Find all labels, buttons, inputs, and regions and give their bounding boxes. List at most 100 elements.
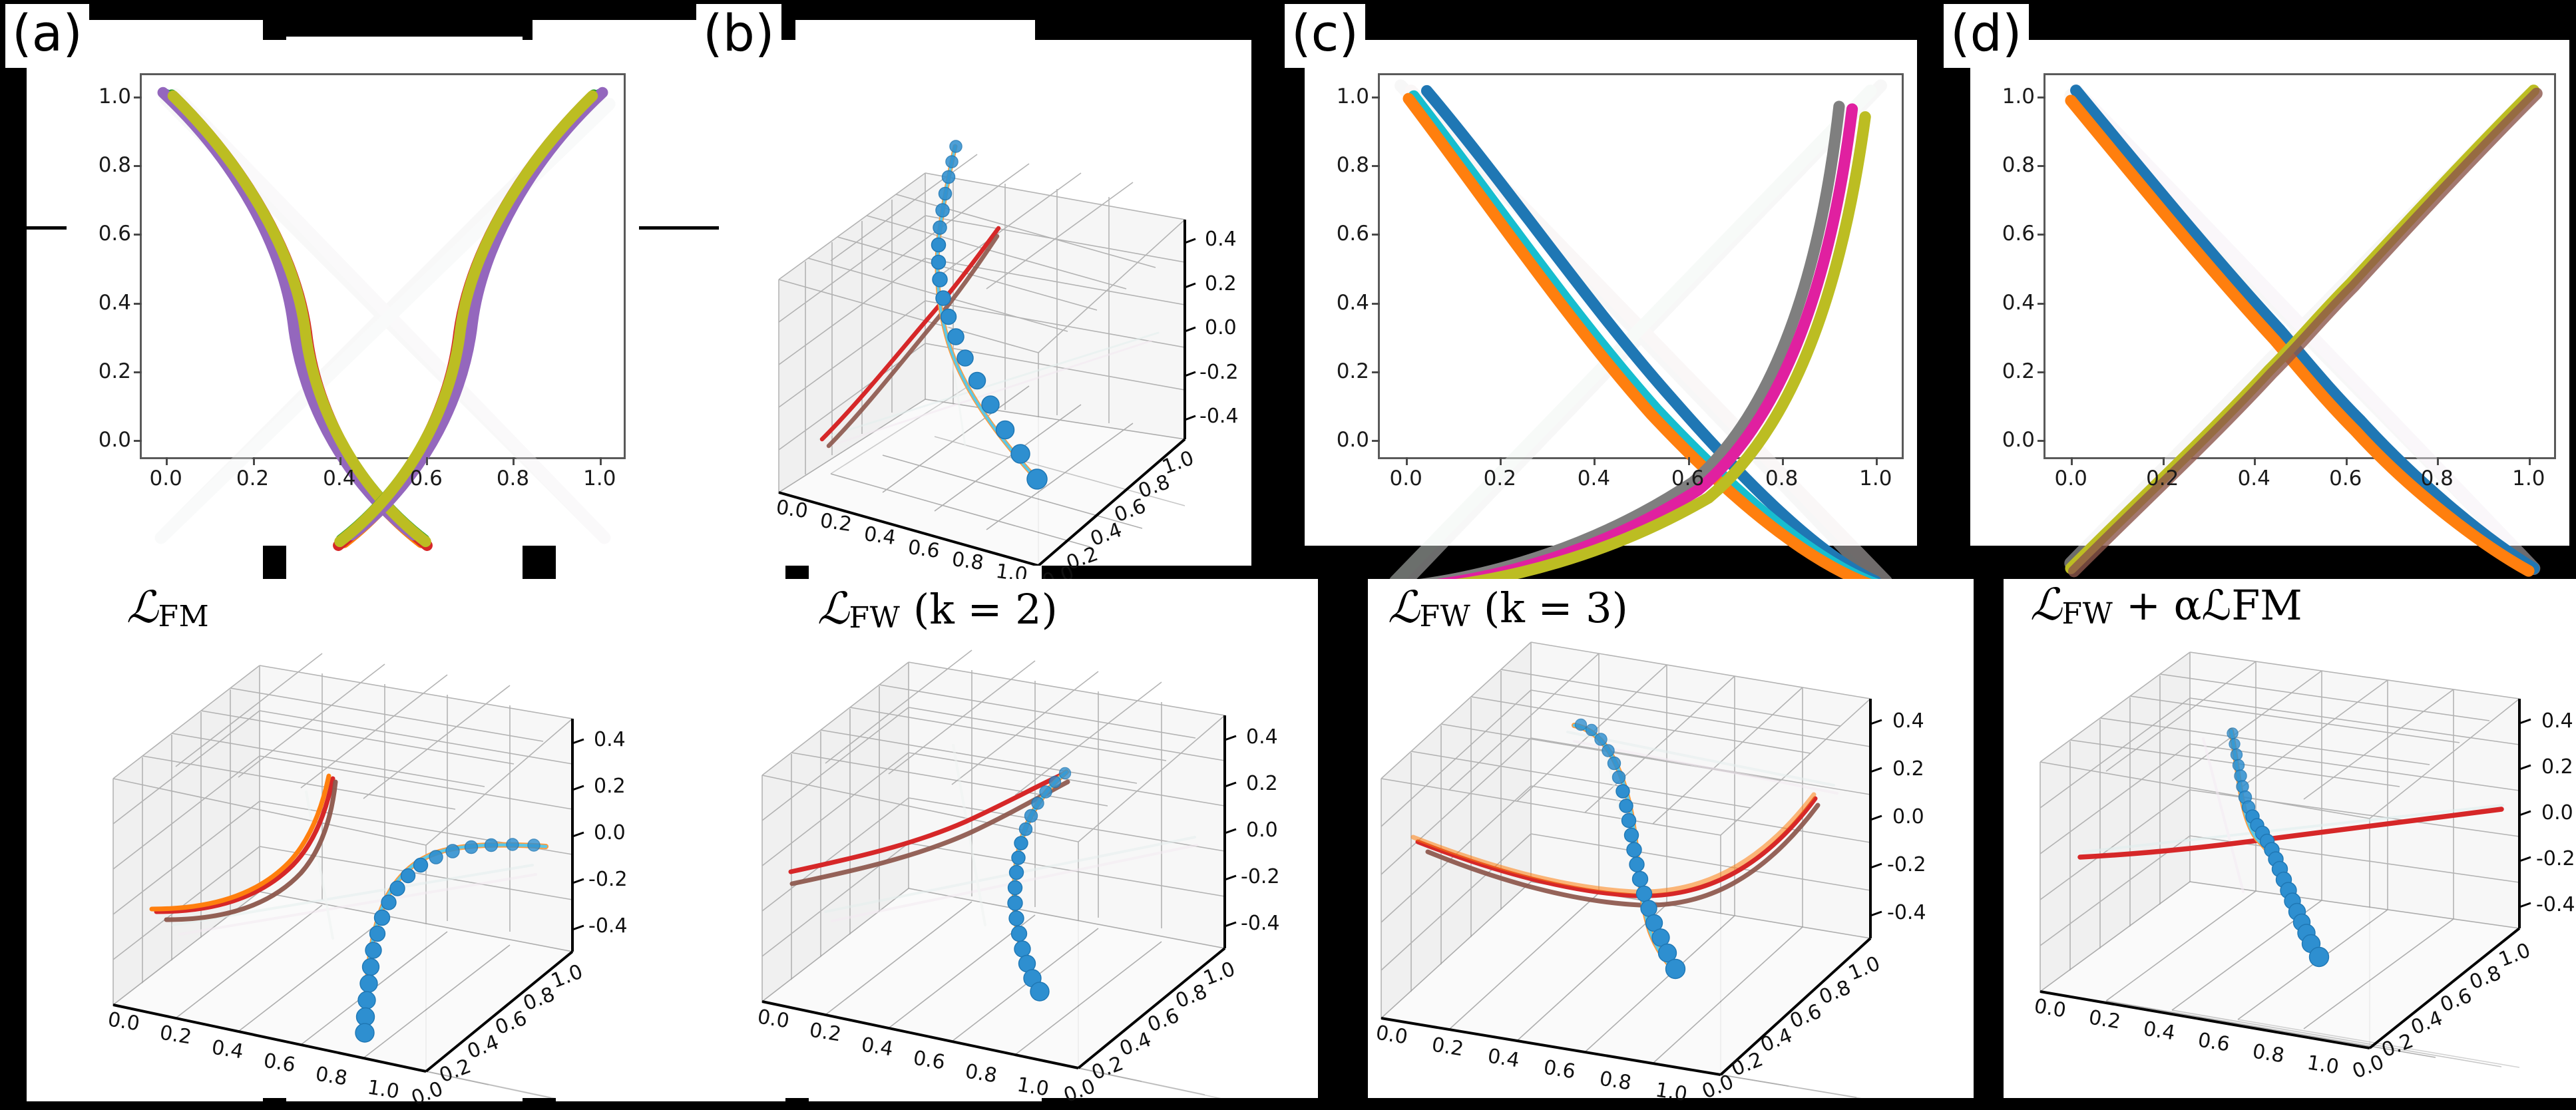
loss-sub-c: FW [1419, 600, 1471, 634]
ztick-label-a-bottom-3: -0.2 [588, 868, 628, 891]
ylabel-d-top-3: 0.6 [2002, 222, 2035, 246]
xlabel-c-top-0: 0.0 [1389, 466, 1422, 490]
xlabel-d-top-3: 0.6 [2329, 466, 2362, 490]
ylabel-a-top-4: 0.8 [98, 152, 131, 177]
plot-a-top: 0.0 0.2 0.4 0.6 0.8 1.0 0.0 0.2 0.4 0.6 … [67, 40, 639, 551]
loss-suffix-b: (k = 2) [900, 585, 1058, 634]
xtick-label-a-bottom-1: 0.2 [158, 1021, 194, 1049]
xtick-c-top-2 [1594, 457, 1596, 465]
xtick-c-top-3 [1687, 457, 1690, 465]
ytick-c-top-1 [1372, 371, 1380, 373]
ztick-label-b-bottom-3: -0.2 [1241, 865, 1280, 888]
xtick-a-top-3 [426, 457, 429, 465]
ytick-c-top-2 [1372, 302, 1380, 305]
ztick-label-b-bottom-1: 0.2 [1246, 772, 1278, 795]
plot-b-top: 0.4 0.2 0.0 -0.2 -0.4 0.0 0.2 0.4 0.6 0.… [719, 40, 1251, 594]
xtick-a-top-1 [252, 457, 255, 465]
axes3d-d-bottom [2039, 651, 2531, 1068]
xlabel-c-top-2: 0.4 [1577, 466, 1611, 490]
marker-dots-a-bottom [355, 838, 540, 1043]
xtick-label-c-bottom-3: 0.6 [1542, 1055, 1578, 1084]
xtick-c-top-0 [1406, 457, 1408, 465]
xtick-label-a-bottom-5: 1.0 [365, 1075, 401, 1104]
xtick-label-c-bottom-1: 0.2 [1430, 1033, 1466, 1061]
ztick-label-b-top-4: -0.4 [1199, 405, 1239, 428]
marker-dots-d-bottom [2227, 727, 2330, 968]
ztick-label-d-bottom-0: 0.4 [2541, 709, 2573, 733]
xtick-label-b-top-0: 0.0 [774, 495, 809, 524]
xtick-d-top-4 [2437, 457, 2440, 465]
ytick-a-top-1 [134, 371, 142, 373]
ytick-d-top-0 [2038, 440, 2045, 443]
xlabel-c-top-4: 0.8 [1765, 466, 1799, 490]
xtick-a-top-4 [513, 457, 515, 465]
xtick-label-a-bottom-3: 0.6 [262, 1049, 298, 1077]
loss-script-c: ℒ [1388, 582, 1420, 633]
xtick-d-top-5 [2528, 457, 2531, 465]
xtick-label-b-bottom-1: 0.2 [807, 1018, 843, 1047]
ylabel-d-top-0: 0.0 [2002, 428, 2035, 453]
xlabel-c-top-1: 0.2 [1483, 466, 1516, 490]
loss-label-a: ℒFM [126, 586, 209, 632]
xlabel-a-top-3: 0.6 [409, 466, 443, 490]
loss-label-b: ℒFW (k = 2) [817, 587, 1058, 633]
ytick-c-top-5 [1372, 96, 1380, 98]
loss-label-d: ℒFW + αℒFM [2030, 583, 2302, 629]
xlabel-d-top-1: 0.2 [2146, 466, 2179, 490]
xtick-label-d-bottom-2: 0.4 [2141, 1017, 2177, 1045]
curves-d-top [2064, 83, 2543, 578]
xtick-label-c-bottom-0: 0.0 [1374, 1021, 1410, 1049]
ytick-c-top-3 [1372, 234, 1380, 236]
ztick-label-b-bottom-4: -0.4 [1241, 912, 1280, 935]
xtick-d-top-0 [2071, 457, 2073, 465]
ylabel-d-top-4: 0.8 [2002, 152, 2035, 177]
panel-tag-c: (c) [1285, 4, 1366, 68]
xtick-d-top-3 [2345, 457, 2348, 465]
axes-frame-c-top: 0.0 0.2 0.4 0.6 0.8 1.0 0.0 0.2 0.4 0.6 … [1337, 73, 1904, 596]
plot-a-bottom: ℒFM [40, 579, 659, 1110]
ytick-a-top-3 [134, 234, 142, 236]
panel-tag-d: (d) [1944, 4, 2029, 68]
floor-grid [777, 380, 1186, 566]
xlabel-c-top-3: 0.6 [1671, 466, 1705, 490]
xtick-label-d-bottom-3: 0.6 [2196, 1028, 2232, 1057]
plot-c-bottom: ℒFW (k = 3) [1368, 579, 1974, 1107]
axes3d-c-bottom [1380, 642, 1882, 1098]
ztick-label-a-bottom-0: 0.4 [594, 728, 626, 751]
ytick-d-top-4 [2038, 164, 2045, 167]
xtick-label-b-bottom-3: 0.6 [911, 1046, 947, 1075]
marker-dots-b-bottom [1007, 767, 1072, 1002]
xlabel-a-top-5: 1.0 [583, 466, 616, 490]
xtick-label-c-bottom-4: 0.8 [1598, 1067, 1633, 1095]
ztick-label-a-bottom-2: 0.0 [594, 821, 626, 844]
ylabel-a-top-1: 0.2 [98, 359, 131, 383]
ylabel-c-top-1: 0.2 [1336, 359, 1369, 383]
axes3d-b-top [777, 140, 1196, 566]
ztick-label-c-bottom-2: 0.0 [1892, 805, 1924, 829]
xtick-c-top-1 [1500, 457, 1502, 465]
xtick-label-d-bottom-4: 0.8 [2251, 1039, 2286, 1068]
xtick-label-b-bottom-5: 1.0 [1015, 1073, 1051, 1101]
xlabel-a-top-0: 0.0 [149, 466, 182, 490]
xtick-a-top-2 [339, 457, 341, 465]
xlabel-a-top-2: 0.4 [323, 466, 356, 490]
xtick-d-top-1 [2162, 457, 2165, 465]
ztick-label-c-bottom-1: 0.2 [1892, 757, 1924, 781]
curves-a-top [154, 87, 616, 551]
ytick-c-top-4 [1372, 164, 1380, 167]
ztick-label-d-bottom-2: 0.0 [2541, 801, 2573, 825]
ylabel-d-top-2: 0.4 [2002, 290, 2035, 315]
ylabel-d-top-5: 1.0 [2002, 84, 2035, 108]
ylabel-c-top-3: 0.6 [1336, 222, 1369, 246]
plot-c-top: 0.0 0.2 0.4 0.6 0.8 1.0 0.0 0.2 0.4 0.6 … [1305, 40, 1917, 596]
xlabel-d-top-2: 0.4 [2237, 466, 2270, 490]
panel-tag-b: (b) [696, 4, 781, 68]
ztick-label-a-bottom-1: 0.2 [594, 775, 626, 798]
loss-script-d: ℒ [2030, 579, 2062, 630]
loss-sub-a: FM [158, 600, 210, 634]
xtick-label-b-bottom-2: 0.4 [859, 1033, 895, 1061]
axes-frame-a-top: 0.0 0.2 0.4 0.6 0.8 1.0 0.0 0.2 0.4 0.6 … [99, 73, 626, 551]
panel-tag-a: (a) [5, 4, 89, 68]
ytick-c-top-0 [1372, 440, 1380, 443]
